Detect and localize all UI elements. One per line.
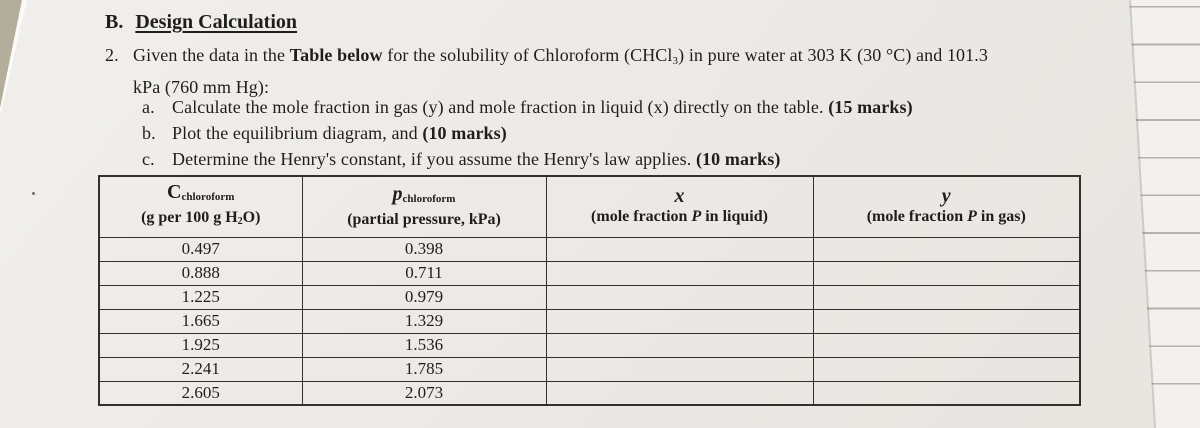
header-units: (mole fraction P in gas) — [814, 207, 1080, 227]
cell-x-empty — [545, 308, 814, 334]
marks-badge: (10 marks) — [695, 149, 781, 169]
cell-concentration: 1.925 — [98, 332, 303, 358]
marks-badge: (15 marks) — [828, 97, 913, 117]
cell-concentration: 1.225 — [98, 284, 303, 310]
cell-concentration: 0.888 — [98, 260, 303, 286]
header-symbol: pchloroform — [303, 182, 546, 210]
text-segment: O) — [242, 208, 261, 226]
text-segment: ) in pure water at 303 K (30 °C) and 101… — [678, 45, 988, 65]
section-label: B. — [105, 11, 124, 33]
text-segment: in liquid) — [701, 208, 768, 226]
subitem-a: a. Calculate the mole fraction in gas (y… — [142, 94, 1122, 120]
solubility-table: Cchloroform (g per 100 g H2O) pchlorofor… — [98, 175, 1081, 406]
cell-x-empty — [545, 332, 814, 358]
header-symbol: Cchloroform — [100, 180, 302, 208]
cell-concentration: 1.665 — [98, 308, 303, 334]
table-row: 0.888 0.711 — [98, 260, 1081, 286]
text-segment: (mole fraction — [866, 208, 968, 226]
text-segment: (mole fraction — [591, 208, 692, 226]
table-header-row: Cchloroform (g per 100 g H2O) pchlorofor… — [98, 175, 1081, 238]
cell-y-empty — [812, 332, 1081, 358]
symbol-subscript: chloroform — [402, 192, 456, 205]
text-segment: (g per 100 g H — [141, 208, 238, 226]
section-heading: B. Design Calculation — [105, 11, 297, 34]
cell-x-empty — [545, 356, 814, 382]
symbol-C: C — [167, 180, 182, 203]
text-segment: Determine the Henry's constant, if you a… — [172, 149, 696, 169]
text-segment: Calculate the mole fraction in gas (y) a… — [172, 97, 829, 117]
table-row: 2.605 2.073 — [98, 380, 1081, 406]
marks-badge: (10 marks) — [422, 123, 507, 143]
header-x-liquid: x (mole fraction P in liquid) — [545, 175, 814, 238]
cell-pressure: 1.536 — [301, 332, 547, 358]
cell-pressure: 0.979 — [301, 284, 547, 310]
text-segment: Given the data in the — [133, 45, 290, 65]
cell-concentration: 0.497 — [98, 236, 303, 262]
cell-y-empty — [812, 260, 1081, 286]
cell-x-empty — [545, 380, 814, 406]
chcl3-subscript: 3 — [672, 55, 679, 67]
cell-pressure: 2.073 — [301, 380, 547, 406]
table-row: 1.665 1.329 — [98, 308, 1081, 334]
text-segment: for the solubility of Chloroform (CHCl — [382, 45, 673, 65]
cell-y-empty — [812, 380, 1081, 406]
header-symbol: x — [547, 186, 813, 207]
problem-number: 2. — [105, 45, 119, 65]
subitem-c: c. Determine the Henry's constant, if yo… — [142, 146, 1122, 172]
cell-x-empty — [545, 236, 814, 262]
cell-concentration: 2.605 — [98, 380, 303, 406]
header-units: (partial pressure, kPa) — [347, 210, 501, 228]
problem-subitems: a. Calculate the mole fraction in gas (y… — [142, 94, 1122, 172]
subitem-b: b. Plot the equilibrium diagram, and (10… — [142, 120, 1122, 146]
subitem-label: c. — [142, 149, 155, 169]
subitem-text: Plot the equilibrium diagram, and (10 ma… — [172, 120, 1122, 146]
text-segment: in gas) — [976, 208, 1026, 226]
subitem-label: a. — [142, 97, 155, 117]
section-title: Design Calculation — [135, 11, 298, 33]
header-symbol: y — [814, 186, 1080, 207]
cell-pressure: 0.398 — [301, 236, 547, 262]
cell-pressure: 1.329 — [301, 308, 547, 334]
cell-y-empty — [812, 308, 1081, 334]
symbol-subscript: chloroform — [181, 190, 235, 203]
table-row: 1.225 0.979 — [98, 284, 1081, 310]
h2o-subscript: 2 — [237, 215, 243, 227]
header-units: (mole fraction P in liquid) — [547, 207, 813, 227]
cell-y-empty — [812, 356, 1081, 382]
problem-statement: 2. Given the data in the Table below for… — [105, 42, 1115, 100]
cell-y-empty — [812, 236, 1081, 262]
cell-x-empty — [545, 284, 814, 310]
header-y-gas: y (mole fraction P in gas) — [812, 175, 1081, 238]
table-below-emphasis: Table below — [289, 45, 383, 65]
ink-speck — [32, 192, 35, 195]
subitem-label: b. — [142, 123, 156, 143]
header-c-chloroform: Cchloroform (g per 100 g H2O) — [98, 175, 303, 238]
subitem-text: Determine the Henry's constant, if you a… — [172, 146, 1122, 172]
subitem-text: Calculate the mole fraction in gas (y) a… — [172, 94, 1122, 120]
cell-pressure: 0.711 — [301, 260, 547, 286]
symbol-P: P — [691, 208, 702, 226]
cell-y-empty — [812, 284, 1081, 310]
table-row: 2.241 1.785 — [98, 356, 1081, 382]
symbol-P: P — [967, 208, 977, 226]
header-units: (g per 100 g H2O) — [100, 208, 302, 232]
cell-x-empty — [545, 260, 814, 286]
header-p-chloroform: pchloroform (partial pressure, kPa) — [301, 175, 547, 238]
symbol-x: x — [674, 185, 685, 208]
problem-text: Given the data in the Table below for th… — [133, 42, 1115, 100]
table-row: 1.925 1.536 — [98, 332, 1081, 358]
problem-text-line2: kPa (760 mm Hg): — [133, 77, 270, 97]
table-row: 0.497 0.398 — [98, 236, 1081, 262]
cell-pressure: 1.785 — [301, 356, 547, 382]
text-segment: Plot the equilibrium diagram, and — [172, 123, 423, 143]
symbol-y: y — [941, 185, 951, 208]
cell-concentration: 2.241 — [98, 356, 303, 382]
symbol-p: p — [392, 182, 403, 205]
